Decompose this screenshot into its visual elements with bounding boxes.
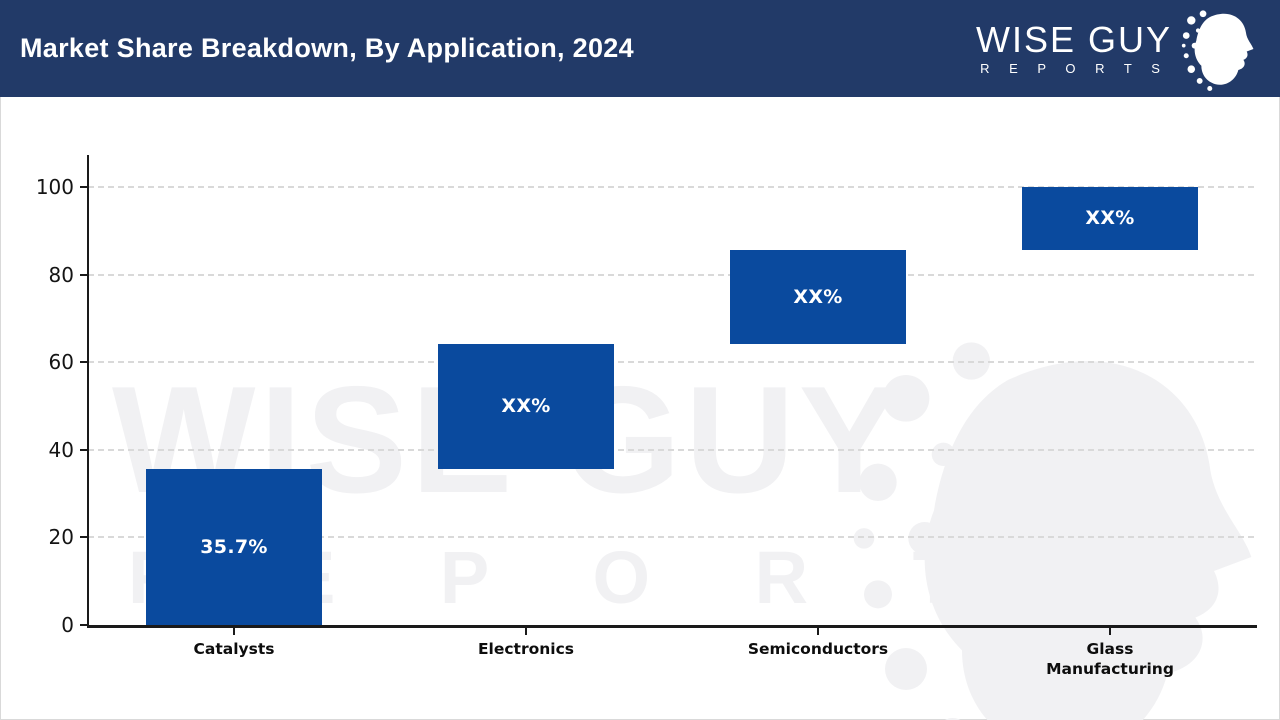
y-tick-label: 40 <box>48 437 74 462</box>
y-tick-label: 100 <box>35 175 74 199</box>
logo-text: WISE GUY R E P O R T S <box>975 19 1172 77</box>
x-tick <box>233 628 235 635</box>
bar-value-label: XX% <box>1085 207 1135 230</box>
gridline-100 <box>88 186 1256 188</box>
x-tick <box>817 628 819 635</box>
y-tick-label: 80 <box>48 262 74 287</box>
y-tick-100 <box>80 186 87 188</box>
y-tick-80 <box>80 273 87 276</box>
bar-value-label: XX% <box>501 395 551 418</box>
logo-subtitle: R E P O R T S <box>980 61 1168 76</box>
gridline-20 <box>88 536 1256 539</box>
x-axis-line <box>87 625 1257 628</box>
x-category-label: Semiconductors <box>747 640 889 658</box>
wise-guy-reports-logo: WISE GUY R E P O R T S <box>975 8 1262 91</box>
header-band: Market Share Breakdown, By Application, … <box>0 0 1280 97</box>
logo-head-icon <box>1181 10 1254 91</box>
x-tick <box>1109 628 1111 635</box>
y-tick-60 <box>80 361 87 364</box>
bar-electronics: XX% <box>438 343 614 469</box>
bar-catalysts: 35.7% <box>146 468 322 625</box>
y-tick-label: 60 <box>48 350 74 375</box>
y-tick-20 <box>80 536 87 539</box>
bar-glass-manufacturing: XX% <box>1022 187 1198 250</box>
bar-value-label: 35.7% <box>200 535 268 558</box>
x-category-label: Catalysts <box>193 640 275 658</box>
bar-value-label: XX% <box>793 285 843 308</box>
page-title: Market Share Breakdown, By Application, … <box>20 33 634 63</box>
x-category-label: Electronics <box>477 640 575 658</box>
y-axis-line <box>87 155 89 628</box>
y-tick-0 <box>80 624 87 626</box>
x-category-label: Glass Manufacturing <box>1046 640 1174 678</box>
y-tick-label: 0 <box>61 613 74 637</box>
gridline-40 <box>88 448 1256 451</box>
y-tick-label: 20 <box>48 525 74 550</box>
x-tick <box>525 628 527 635</box>
logo-wordmark: WISE GUY <box>975 19 1172 60</box>
plot-area: 35.7% XX% XX% XX% 0 20 40 60 80 100 Catalysts Elect… <box>0 97 1280 710</box>
y-tick-40 <box>80 448 87 451</box>
gridline-60 <box>88 361 1256 364</box>
gridline-80 <box>88 273 1256 276</box>
bar-semiconductors: XX% <box>730 249 906 344</box>
